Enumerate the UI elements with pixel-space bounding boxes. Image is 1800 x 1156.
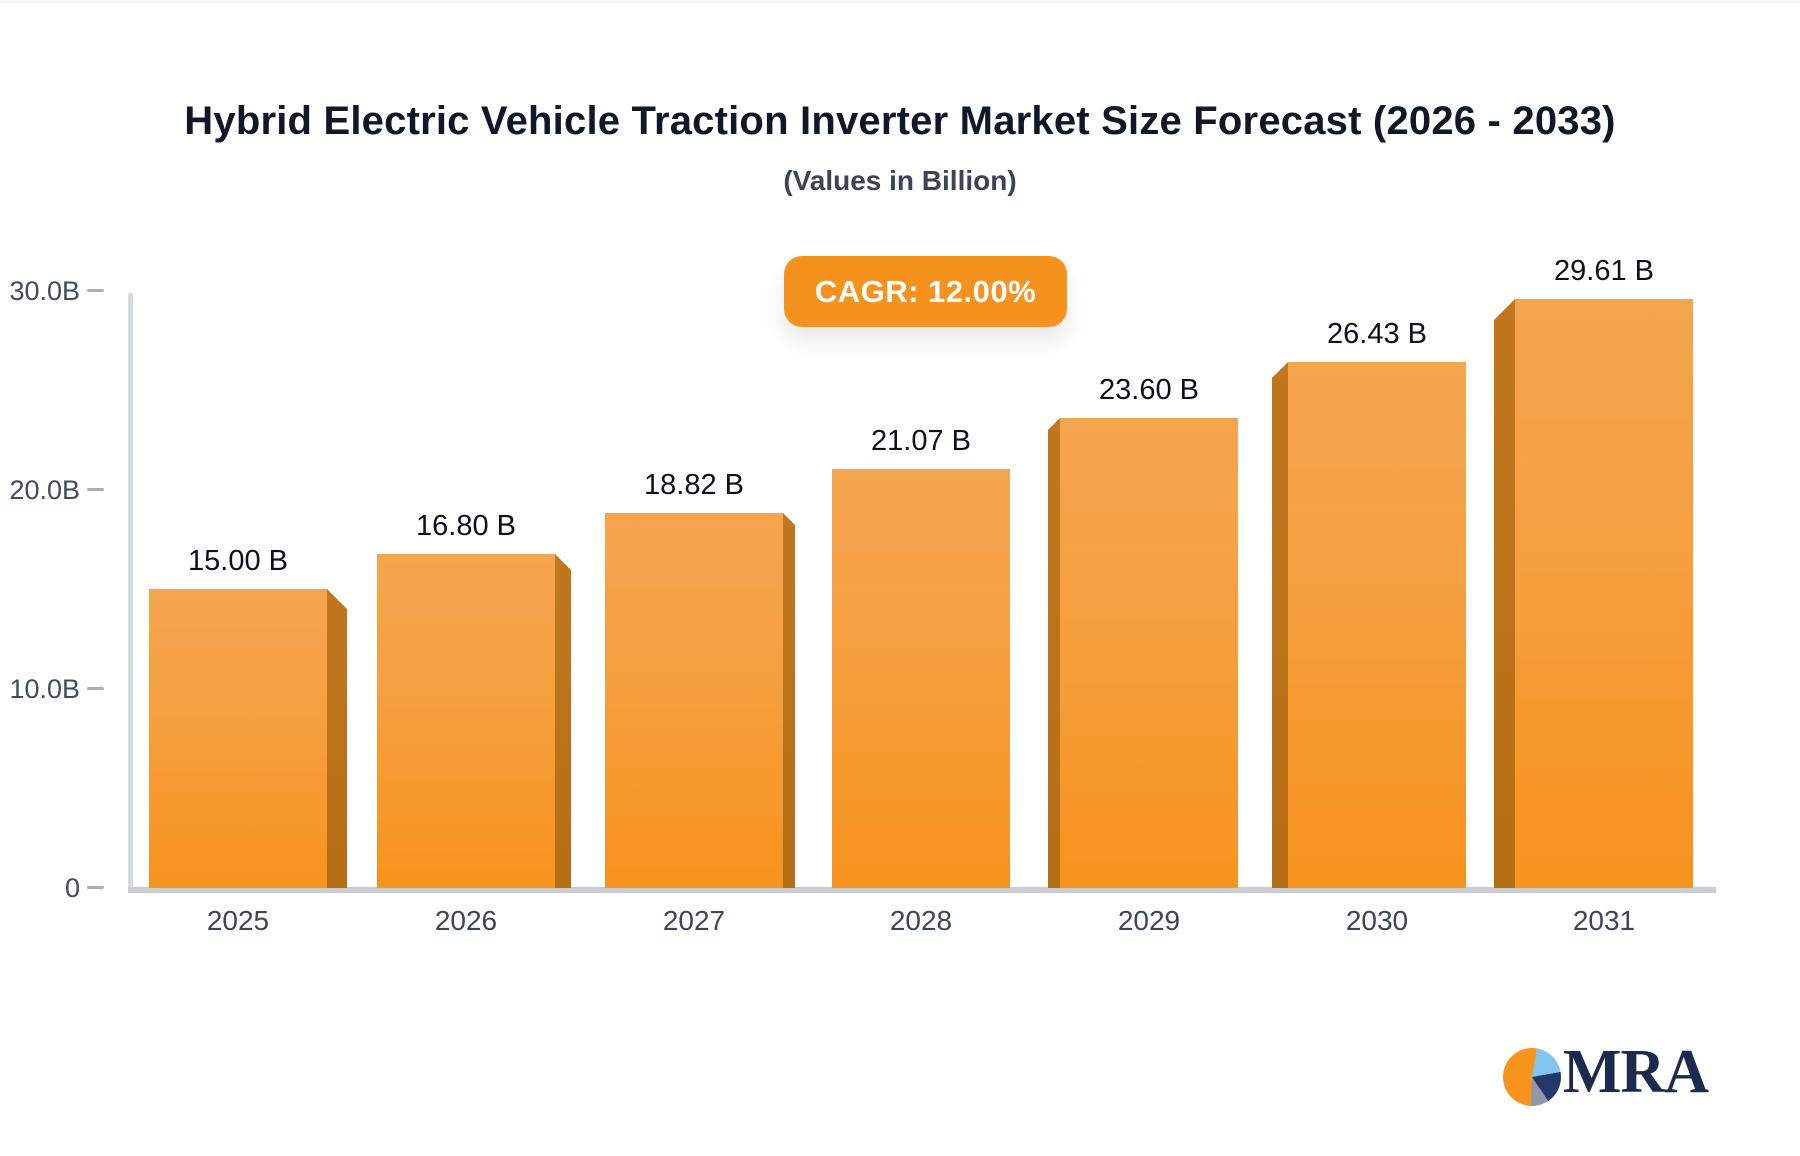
chart-subtitle: (Values in Billion): [783, 165, 1017, 196]
x-tick-label: 2028: [889, 905, 953, 936]
bar: [1060, 418, 1238, 888]
bar: [605, 513, 783, 888]
x-tick-label: 2026: [434, 905, 498, 936]
y-tick-label: 20.0B: [9, 475, 80, 505]
bar-side-face: [555, 554, 571, 888]
bar-side-face: [1272, 362, 1288, 888]
cagr-badge-label: CAGR: 12.00%: [814, 273, 1037, 309]
x-tick-label: 2030: [1345, 905, 1409, 936]
bar-value-label: 15.00 B: [188, 545, 288, 577]
y-tick-mark: [87, 886, 104, 889]
y-axis-line: [128, 293, 133, 889]
bar-side-face: [327, 589, 347, 888]
bar-side-face: [1494, 299, 1515, 888]
bar: [377, 554, 555, 888]
pie-chart-logo-icon: [1503, 1047, 1561, 1106]
bar-side-face: [783, 513, 795, 888]
bar: [1288, 362, 1466, 888]
bar-value-label: 29.61 B: [1554, 255, 1654, 287]
bar-side-face: [1048, 418, 1060, 888]
x-tick-label: 2027: [662, 905, 726, 936]
y-tick-mark: [87, 488, 104, 491]
cagr-badge: CAGR: 12.00%: [784, 256, 1067, 327]
bar: [832, 469, 1010, 888]
y-tick-label: 10.0B: [9, 674, 80, 704]
y-tick-mark: [87, 687, 104, 690]
x-tick-label: 2029: [1117, 905, 1181, 936]
y-tick-mark: [87, 289, 104, 292]
bar-value-label: 21.07 B: [871, 425, 971, 457]
bar: [1515, 299, 1693, 888]
bar-value-label: 16.80 B: [416, 510, 516, 542]
bar-value-label: 26.43 B: [1327, 318, 1427, 350]
x-tick-label: 2031: [1572, 905, 1636, 936]
bar: [149, 589, 327, 888]
chart-title: Hybrid Electric Vehicle Traction Inverte…: [184, 99, 1616, 143]
x-axis-line: [128, 887, 1716, 893]
y-tick-label: 0: [64, 873, 80, 903]
y-tick-label: 30.0B: [9, 276, 80, 306]
mra-logo: MRA: [1503, 1037, 1709, 1108]
bar-value-label: 23.60 B: [1099, 374, 1199, 406]
bar-value-label: 18.82 B: [644, 469, 744, 501]
logo-text: MRA: [1563, 1038, 1709, 1106]
x-tick-label: 2025: [206, 905, 270, 936]
plot-area: 30.0B 20.0B 10.0B 0 15.00 B 2025 16.80 B 2026 18…: [0, 3, 1800, 1156]
